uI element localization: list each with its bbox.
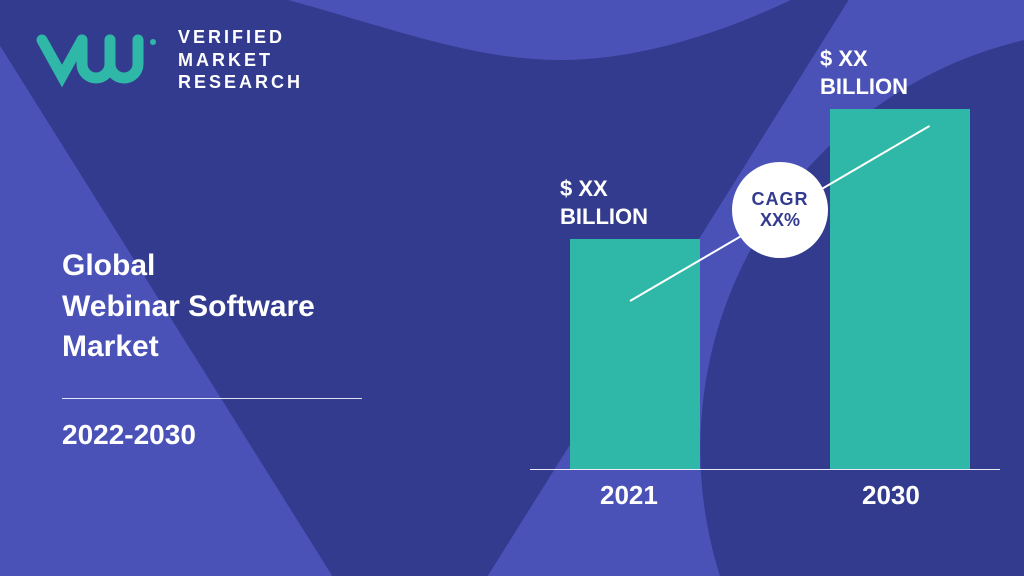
value-line: BILLION bbox=[560, 203, 648, 231]
brand-logo: VERIFIED MARKET RESEARCH bbox=[34, 26, 303, 94]
x-label-end: 2030 bbox=[862, 480, 920, 511]
bar-start-value-label: $ XX BILLION bbox=[560, 175, 648, 230]
cagr-value: XX% bbox=[760, 210, 800, 231]
bar-chart: $ XX BILLION 2021 $ XX BILLION 2030 CAGR… bbox=[530, 40, 1000, 470]
logo-text-line: RESEARCH bbox=[178, 71, 303, 94]
bar-start-year bbox=[570, 239, 700, 469]
cagr-label: CAGR bbox=[752, 189, 809, 210]
bar-end-value-label: $ XX BILLION bbox=[820, 45, 908, 100]
title-block: Global Webinar Software Market 2022-2030 bbox=[62, 246, 362, 451]
title-divider bbox=[62, 398, 362, 399]
value-line: $ XX bbox=[560, 175, 648, 203]
year-range: 2022-2030 bbox=[62, 419, 362, 451]
value-line: BILLION bbox=[820, 73, 908, 101]
title-line-2: Webinar Software bbox=[62, 287, 362, 328]
logo-text: VERIFIED MARKET RESEARCH bbox=[178, 26, 303, 94]
x-label-start: 2021 bbox=[600, 480, 658, 511]
x-axis-line bbox=[530, 469, 1000, 470]
infographic-canvas: VERIFIED MARKET RESEARCH Global Webinar … bbox=[0, 0, 1024, 576]
bar-end-year bbox=[830, 109, 970, 469]
logo-text-line: VERIFIED bbox=[178, 26, 303, 49]
title-line-3: Market bbox=[62, 327, 362, 368]
logo-text-line: MARKET bbox=[178, 49, 303, 72]
logo-mark-icon bbox=[34, 32, 164, 88]
value-line: $ XX bbox=[820, 45, 908, 73]
title-line-1: Global bbox=[62, 246, 362, 287]
cagr-badge: CAGR XX% bbox=[732, 162, 828, 258]
